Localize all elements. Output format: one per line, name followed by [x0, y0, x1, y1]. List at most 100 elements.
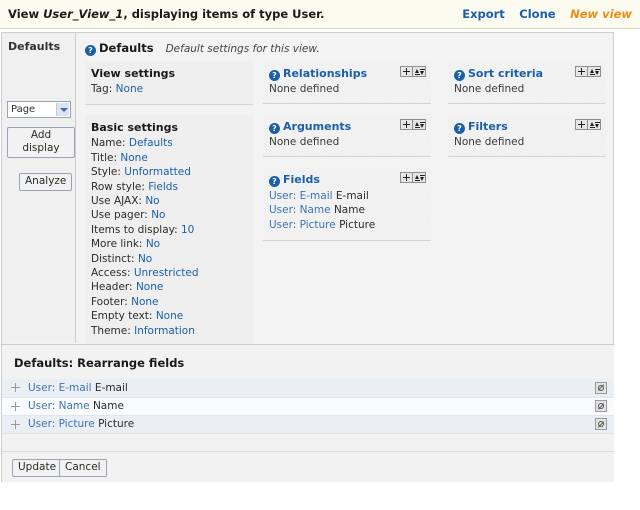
- table-row[interactable]: User: E-mail E-mail: [2, 379, 614, 398]
- setting-value[interactable]: Unrestricted: [133, 267, 199, 280]
- rearrange-icon[interactable]: [413, 119, 426, 130]
- page-title-prefix: View: [8, 7, 40, 21]
- field-link[interactable]: User: E-mail: [269, 190, 333, 202]
- help-icon[interactable]: ?: [454, 123, 465, 134]
- setting-value[interactable]: None: [135, 281, 164, 294]
- bucket-actions: [575, 66, 601, 77]
- views-edit-panel: Defaults Page Add display Analyze ? Defau…: [1, 32, 614, 482]
- display-defaults-label: Defaults: [99, 41, 154, 55]
- clone-link[interactable]: Clone: [519, 7, 556, 21]
- setting-label: Use pager:: [91, 209, 148, 222]
- bucket-actions: [575, 119, 601, 130]
- setting-row: Use AJAX: No: [91, 194, 247, 208]
- setting-row: Title: None: [91, 151, 247, 165]
- help-icon[interactable]: ?: [454, 70, 465, 81]
- setting-value[interactable]: Unformatted: [124, 166, 191, 179]
- export-link[interactable]: Export: [462, 7, 505, 21]
- help-icon[interactable]: ?: [85, 45, 96, 56]
- setting-value[interactable]: None: [120, 151, 148, 164]
- bucket-label[interactable]: Fields: [283, 173, 320, 186]
- setting-label: Empty text:: [91, 310, 153, 323]
- bucket-title-sort-criteria: ? Sort criteria: [454, 67, 600, 81]
- bucket-label[interactable]: Arguments: [283, 120, 352, 133]
- setting-label: More link:: [91, 238, 143, 251]
- rearrange-fields-table: User: E-mail E-mail User: Name Name User…: [2, 379, 614, 434]
- remove-icon[interactable]: [595, 400, 607, 412]
- setting-row: Row style: Fields: [91, 180, 247, 194]
- drag-handle-icon[interactable]: [10, 419, 20, 429]
- bucket-actions: [400, 119, 426, 130]
- remove-cell[interactable]: [588, 379, 614, 398]
- analyze-button[interactable]: Analyze: [19, 173, 73, 191]
- field-link[interactable]: User: E-mail: [28, 381, 92, 394]
- setting-value[interactable]: No: [137, 252, 153, 265]
- help-icon[interactable]: ?: [269, 123, 280, 134]
- setting-value[interactable]: No: [145, 195, 160, 208]
- sidebar-title: Defaults: [8, 40, 61, 53]
- field-label: Name: [333, 204, 365, 217]
- add-icon[interactable]: [400, 172, 413, 183]
- rearrange-icon[interactable]: [413, 172, 426, 183]
- field-name-cell: User: Name Name: [28, 397, 588, 416]
- field-link[interactable]: User: Name: [28, 400, 90, 412]
- drag-handle-icon[interactable]: [10, 401, 20, 411]
- add-icon[interactable]: [575, 66, 588, 77]
- bucket-actions: [400, 172, 426, 183]
- remove-icon[interactable]: [595, 381, 607, 394]
- setting-value[interactable]: No: [145, 238, 161, 251]
- setting-label: Use AJAX:: [91, 195, 142, 208]
- add-icon[interactable]: [575, 119, 588, 130]
- setting-value[interactable]: Defaults: [128, 137, 173, 150]
- settings-column-left: View settings Tag: None Basic settings N…: [85, 61, 253, 357]
- field-label: Picture: [339, 218, 376, 231]
- add-icon[interactable]: [400, 119, 413, 130]
- drag-handle-cell[interactable]: [2, 379, 28, 398]
- rearrange-icon[interactable]: [588, 66, 601, 77]
- setting-value[interactable]: Fields: [148, 180, 178, 193]
- bucket-title-filters: ? Filters: [454, 120, 600, 134]
- setting-value[interactable]: None: [115, 83, 144, 95]
- table-row[interactable]: User: Picture Picture: [2, 415, 614, 434]
- setting-label: Distinct:: [91, 252, 135, 265]
- setting-row: Style: Unformatted: [91, 165, 247, 179]
- add-icon[interactable]: [400, 66, 413, 77]
- bucket-title-basic-settings: Basic settings: [91, 121, 179, 135]
- header-links: Export Clone New view: [451, 7, 632, 21]
- setting-value[interactable]: No: [151, 209, 166, 222]
- new-view-link[interactable]: New view: [570, 7, 632, 21]
- bucket-title-fields: ? Fields: [269, 173, 425, 187]
- update-button[interactable]: Update: [12, 459, 63, 477]
- field-link[interactable]: User: Picture: [28, 418, 95, 430]
- drag-handle-cell[interactable]: [2, 397, 28, 416]
- display-type-select[interactable]: Page: [7, 101, 71, 118]
- field-link[interactable]: User: Name: [269, 204, 331, 217]
- rearrange-icon[interactable]: [413, 66, 426, 77]
- bucket-label[interactable]: Relationships: [283, 67, 368, 80]
- table-row[interactable]: User: Name Name: [2, 397, 614, 416]
- rearrange-icon[interactable]: [588, 119, 601, 130]
- help-icon[interactable]: ?: [269, 176, 280, 187]
- display-settings-columns: ? Defaults Default settings for this view.…: [77, 33, 614, 348]
- setting-value[interactable]: None: [131, 295, 159, 308]
- remove-cell[interactable]: [588, 415, 614, 434]
- drag-handle-cell[interactable]: [2, 415, 28, 434]
- remove-cell[interactable]: [588, 397, 614, 416]
- help-icon[interactable]: ?: [269, 70, 280, 81]
- setting-label: Items to display:: [91, 223, 178, 236]
- setting-label: Footer:: [91, 295, 128, 308]
- setting-value[interactable]: Information: [134, 324, 195, 337]
- field-link[interactable]: User: Picture: [269, 218, 336, 231]
- field-label: E-mail: [335, 190, 369, 202]
- setting-label: Theme:: [91, 324, 131, 337]
- add-display-button[interactable]: Add display: [7, 127, 75, 158]
- bucket-relationships: ? Relationships None defined: [263, 61, 431, 104]
- remove-icon[interactable]: [595, 418, 607, 430]
- cancel-button[interactable]: Cancel: [59, 459, 107, 477]
- bucket-label[interactable]: Sort criteria: [468, 67, 544, 80]
- bucket-empty-text: None defined: [454, 136, 525, 148]
- drag-handle-icon[interactable]: [10, 383, 20, 393]
- bucket-label[interactable]: Filters: [468, 120, 508, 133]
- setting-value[interactable]: 10: [181, 223, 195, 236]
- setting-value[interactable]: None: [155, 310, 184, 323]
